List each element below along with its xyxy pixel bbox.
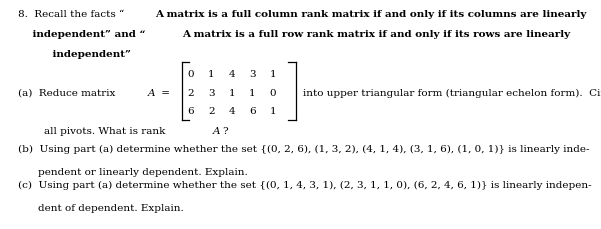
Text: 1: 1 [269, 106, 276, 115]
Text: 2: 2 [188, 88, 194, 97]
Text: 1: 1 [249, 88, 255, 97]
Text: independent” and “: independent” and “ [18, 30, 145, 39]
Text: 6: 6 [188, 106, 194, 115]
Text: =: = [157, 88, 173, 97]
Text: independent”: independent” [38, 50, 131, 59]
Text: A: A [148, 88, 156, 97]
Text: ?: ? [222, 126, 228, 135]
Text: (b)  Using part (a) determine whether the set {(0, 2, 6), (1, 3, 2), (4, 1, 4), : (b) Using part (a) determine whether the… [18, 144, 590, 153]
Text: 4: 4 [228, 70, 235, 79]
Text: pendent or linearly dependent. Explain.: pendent or linearly dependent. Explain. [38, 167, 248, 176]
Text: 0: 0 [188, 70, 194, 79]
Text: (c)  Using part (a) determine whether the set {(0, 1, 4, 3, 1), (2, 3, 1, 1, 0),: (c) Using part (a) determine whether the… [18, 180, 591, 189]
Text: 8.  Recall the facts “: 8. Recall the facts “ [18, 10, 124, 19]
Text: A matrix is a full column rank matrix if and only if its columns are linearly: A matrix is a full column rank matrix if… [155, 10, 587, 19]
Text: (a)  Reduce matrix: (a) Reduce matrix [18, 88, 118, 97]
Text: 6: 6 [249, 106, 255, 115]
Text: A matrix is a full row rank matrix if and only if its rows are linearly: A matrix is a full row rank matrix if an… [183, 30, 571, 39]
Text: 3: 3 [249, 70, 255, 79]
Text: all pivots. What is rank: all pivots. What is rank [18, 126, 169, 135]
Text: into upper triangular form (triangular echelon form).  Circle: into upper triangular form (triangular e… [303, 88, 601, 97]
Text: A: A [212, 126, 220, 135]
Text: 4: 4 [228, 106, 235, 115]
Text: 2: 2 [208, 106, 215, 115]
Text: dent of dependent. Explain.: dent of dependent. Explain. [38, 203, 184, 212]
Text: 1: 1 [208, 70, 215, 79]
Text: 0: 0 [269, 88, 276, 97]
Text: 3: 3 [208, 88, 215, 97]
Text: 1: 1 [228, 88, 235, 97]
Text: 1: 1 [269, 70, 276, 79]
